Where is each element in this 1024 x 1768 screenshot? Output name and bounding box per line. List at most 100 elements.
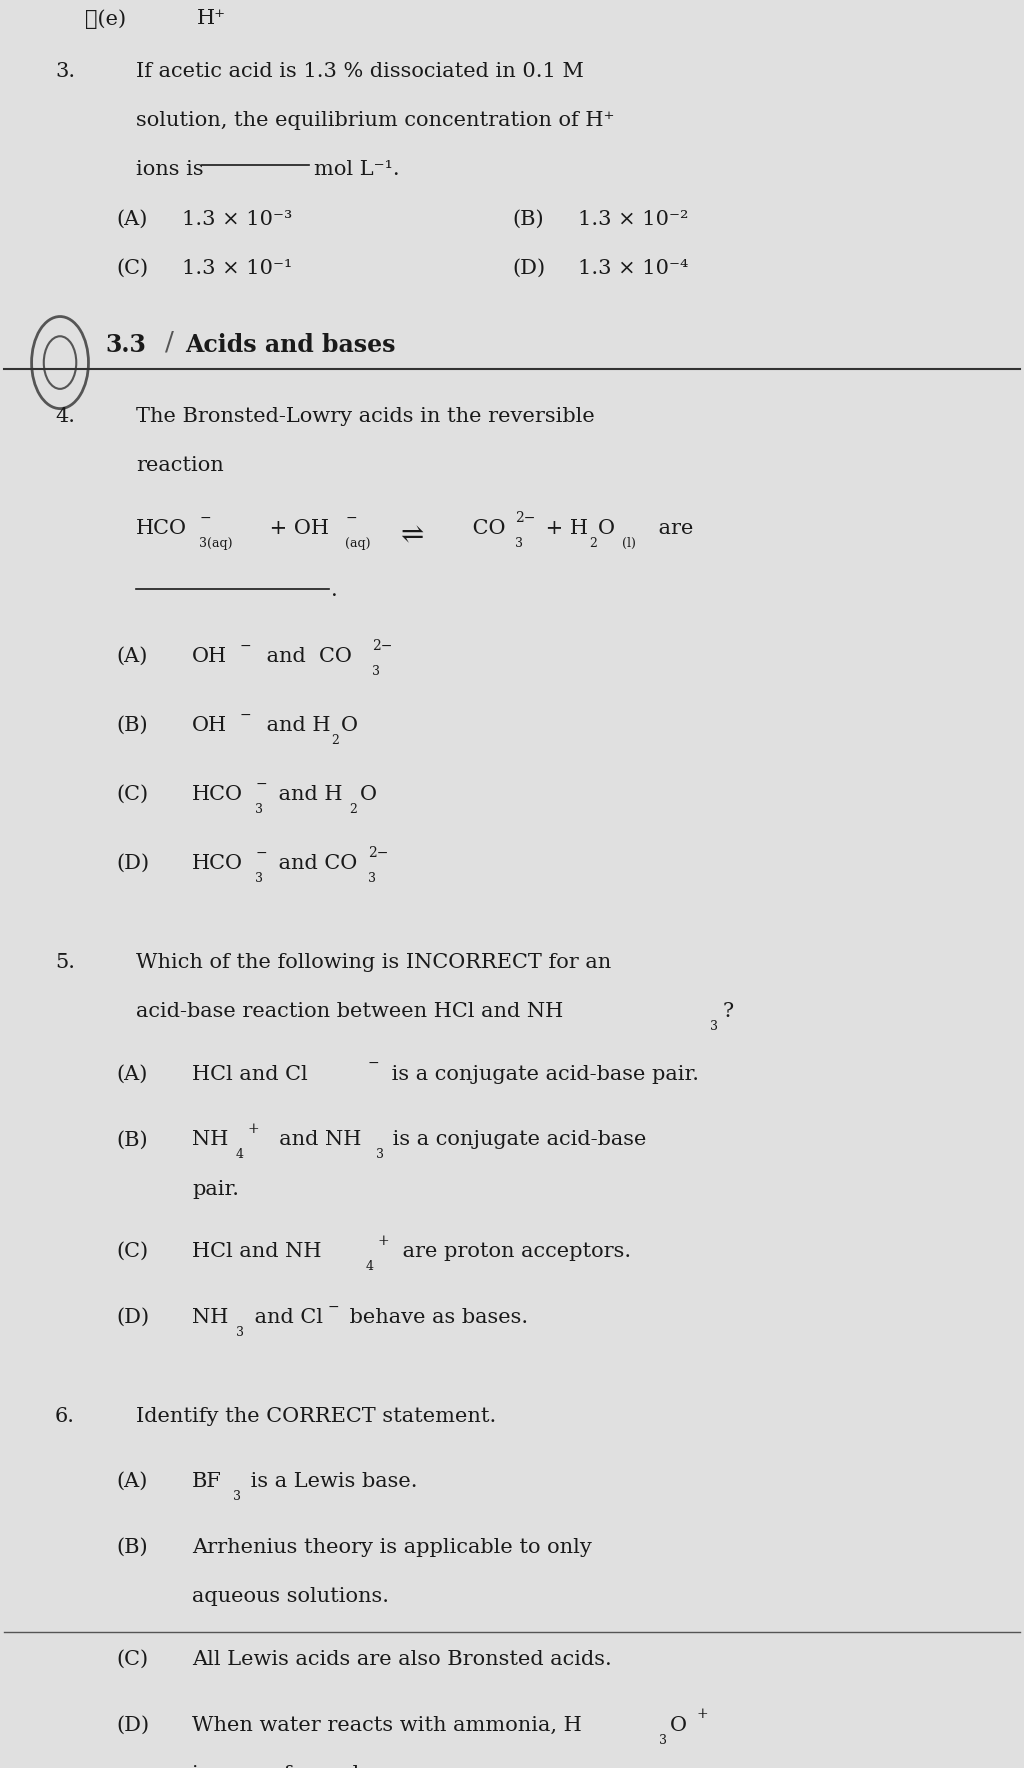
Text: +: + bbox=[697, 1708, 709, 1722]
Text: 3: 3 bbox=[368, 872, 376, 886]
Text: HCO: HCO bbox=[136, 518, 187, 537]
Text: is a conjugate acid-base pair.: is a conjugate acid-base pair. bbox=[385, 1064, 699, 1084]
Text: 3: 3 bbox=[255, 872, 263, 886]
Text: NH: NH bbox=[193, 1308, 228, 1326]
Text: Acids and bases: Acids and bases bbox=[185, 332, 395, 357]
Text: +: + bbox=[248, 1123, 259, 1137]
Text: .: . bbox=[331, 582, 338, 599]
Text: ?: ? bbox=[722, 1002, 733, 1022]
Text: −: − bbox=[345, 511, 357, 525]
Text: 2−: 2− bbox=[368, 845, 388, 859]
Text: 2: 2 bbox=[589, 537, 597, 550]
Text: OH: OH bbox=[193, 647, 227, 667]
Text: −: − bbox=[368, 1055, 380, 1070]
Text: aqueous solutions.: aqueous solutions. bbox=[193, 1588, 389, 1607]
Text: H⁺: H⁺ bbox=[198, 9, 226, 28]
Text: (A): (A) bbox=[116, 210, 147, 228]
Text: +: + bbox=[378, 1234, 389, 1248]
Text: (D): (D) bbox=[116, 854, 150, 873]
Text: ⇌: ⇌ bbox=[400, 522, 424, 550]
Text: 3: 3 bbox=[232, 1490, 241, 1503]
Text: 4: 4 bbox=[366, 1261, 374, 1273]
Text: solution, the equilibrium concentration of H⁺: solution, the equilibrium concentration … bbox=[136, 111, 614, 131]
Text: are: are bbox=[652, 518, 693, 537]
Text: 3: 3 bbox=[255, 803, 263, 817]
Text: are proton acceptors.: are proton acceptors. bbox=[396, 1243, 632, 1261]
Text: (C): (C) bbox=[116, 1243, 148, 1261]
Text: and Cl: and Cl bbox=[248, 1308, 323, 1326]
Text: mol L⁻¹.: mol L⁻¹. bbox=[314, 161, 399, 179]
Text: OH: OH bbox=[193, 716, 227, 735]
Text: (A): (A) bbox=[116, 1064, 147, 1084]
Text: O: O bbox=[598, 518, 615, 537]
Text: Identify the CORRECT statement.: Identify the CORRECT statement. bbox=[136, 1407, 497, 1425]
Text: behave as bases.: behave as bases. bbox=[343, 1308, 528, 1326]
Text: 3: 3 bbox=[710, 1020, 718, 1033]
Text: O: O bbox=[670, 1715, 686, 1734]
Text: (B): (B) bbox=[512, 210, 544, 228]
Text: HCl and NH: HCl and NH bbox=[193, 1243, 322, 1261]
Text: NH: NH bbox=[193, 1130, 228, 1149]
Text: −: − bbox=[200, 511, 211, 525]
Text: −: − bbox=[255, 845, 266, 859]
Text: BF: BF bbox=[193, 1473, 222, 1490]
Text: HCO: HCO bbox=[193, 785, 243, 804]
Text: (aq): (aq) bbox=[345, 537, 371, 550]
Text: (l): (l) bbox=[622, 537, 636, 550]
Text: ions are formed.: ions are formed. bbox=[193, 1764, 366, 1768]
Text: HCl and Cl: HCl and Cl bbox=[193, 1064, 308, 1084]
Text: ions is: ions is bbox=[136, 161, 204, 179]
Text: and H: and H bbox=[272, 785, 343, 804]
Text: −: − bbox=[327, 1299, 339, 1314]
Text: (D): (D) bbox=[512, 258, 545, 278]
Text: and H: and H bbox=[260, 716, 331, 735]
Text: 3(aq): 3(aq) bbox=[200, 537, 232, 550]
Text: 1.3 × 10⁻¹: 1.3 × 10⁻¹ bbox=[182, 258, 292, 278]
Text: (C): (C) bbox=[116, 1650, 148, 1669]
Text: All Lewis acids are also Bronsted acids.: All Lewis acids are also Bronsted acids. bbox=[193, 1650, 611, 1669]
Text: 3: 3 bbox=[372, 665, 380, 679]
Text: (B): (B) bbox=[116, 1130, 147, 1149]
Text: and NH: and NH bbox=[266, 1130, 361, 1149]
Text: + H: + H bbox=[540, 518, 589, 537]
Text: 3.3: 3.3 bbox=[105, 332, 146, 357]
Text: (B): (B) bbox=[116, 716, 147, 735]
Text: −: − bbox=[240, 638, 252, 652]
Text: When water reacts with ammonia, H: When water reacts with ammonia, H bbox=[193, 1715, 582, 1734]
Text: 3: 3 bbox=[236, 1326, 244, 1338]
Text: (A): (A) bbox=[116, 1473, 147, 1490]
Text: (D): (D) bbox=[116, 1308, 150, 1326]
Text: 2: 2 bbox=[349, 803, 357, 817]
Text: 2: 2 bbox=[331, 734, 339, 748]
Text: (B): (B) bbox=[116, 1538, 147, 1558]
Text: (C): (C) bbox=[116, 785, 148, 804]
Text: 6.: 6. bbox=[55, 1407, 75, 1425]
Text: 3.: 3. bbox=[55, 62, 75, 81]
Text: pair.: pair. bbox=[193, 1179, 239, 1199]
Text: (D): (D) bbox=[116, 1715, 150, 1734]
Text: 5.: 5. bbox=[55, 953, 75, 972]
Text: −: − bbox=[255, 776, 266, 790]
Text: Which of the following is INCORRECT for an: Which of the following is INCORRECT for … bbox=[136, 953, 611, 972]
Text: /: / bbox=[165, 329, 173, 355]
Text: is a conjugate acid-base: is a conjugate acid-base bbox=[386, 1130, 646, 1149]
Text: 2−: 2− bbox=[372, 638, 392, 652]
Text: acid-base reaction between HCl and NH: acid-base reaction between HCl and NH bbox=[136, 1002, 563, 1022]
Text: 3: 3 bbox=[659, 1734, 668, 1747]
Text: O: O bbox=[359, 785, 377, 804]
Text: (C): (C) bbox=[116, 258, 148, 278]
Text: + OH: + OH bbox=[263, 518, 329, 537]
Text: (A): (A) bbox=[116, 647, 147, 667]
Text: 4: 4 bbox=[236, 1149, 244, 1162]
Text: O: O bbox=[341, 716, 358, 735]
Text: and  CO: and CO bbox=[260, 647, 352, 667]
Text: CO: CO bbox=[466, 518, 506, 537]
Text: 2−: 2− bbox=[515, 511, 536, 525]
Text: is a Lewis base.: is a Lewis base. bbox=[244, 1473, 418, 1490]
Text: ✔(e): ✔(e) bbox=[85, 9, 127, 28]
Text: reaction: reaction bbox=[136, 456, 224, 476]
Text: 1.3 × 10⁻³: 1.3 × 10⁻³ bbox=[182, 210, 292, 228]
Text: and CO: and CO bbox=[272, 854, 357, 873]
Text: 4.: 4. bbox=[55, 407, 75, 426]
Text: Arrhenius theory is applicable to only: Arrhenius theory is applicable to only bbox=[193, 1538, 592, 1558]
